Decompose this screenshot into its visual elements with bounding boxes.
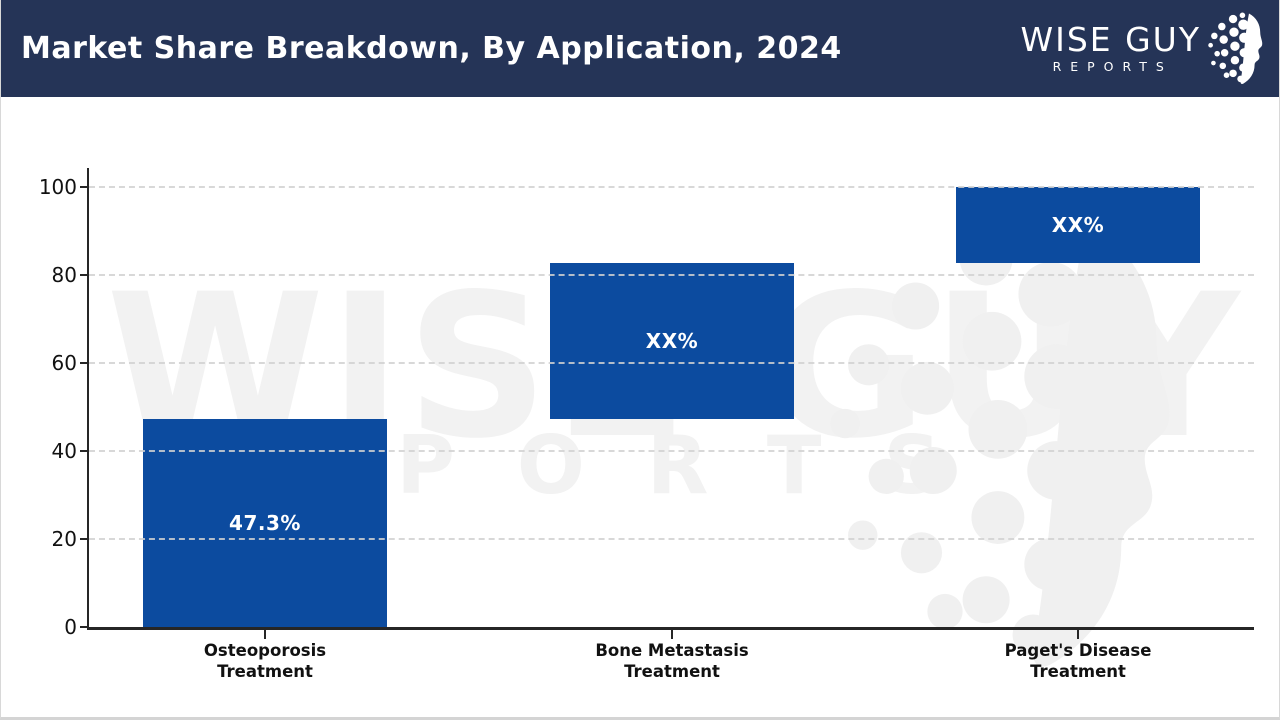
y-axis-tick-label: 100: [38, 175, 77, 199]
category-label: Osteoporosis Treatment: [203, 641, 327, 681]
bar-value-label: XX%: [1051, 213, 1105, 238]
gridline: [89, 538, 1254, 540]
x-axis-tick: [263, 629, 267, 639]
x-axis-line: [86, 627, 1254, 630]
category-label: Bone Metastasis Treatment: [595, 641, 749, 681]
y-axis-tick-label: 0: [64, 615, 77, 639]
y-axis-tick: [80, 185, 89, 189]
page-title: Market Share Breakdown, By Application, …: [21, 31, 842, 66]
y-axis-tick: [80, 361, 89, 365]
bar-segment: 47.3%: [143, 418, 387, 627]
gridline: [89, 274, 1254, 276]
gridline: [89, 362, 1254, 364]
bar-segment: XX%: [550, 263, 794, 419]
wiseguy-logo: WISE GUY REPORTS: [1020, 10, 1263, 88]
y-axis-tick-label: 60: [51, 351, 77, 375]
x-axis-tick: [1076, 629, 1080, 639]
y-axis-tick-label: 80: [51, 263, 77, 287]
gridline: [89, 450, 1254, 452]
bar-value-label: 47.3%: [229, 510, 301, 535]
y-axis-tick: [80, 625, 89, 629]
logo-subtext: REPORTS: [1052, 58, 1173, 74]
y-axis-tick-label: 40: [51, 439, 77, 463]
y-axis-tick: [80, 449, 89, 453]
gridline: [89, 186, 1254, 188]
y-axis-line: [86, 168, 89, 630]
y-axis-tick: [80, 537, 89, 541]
category-label: Paget's Disease Treatment: [1004, 641, 1152, 681]
header: Market Share Breakdown, By Application, …: [1, 0, 1279, 97]
x-axis-tick: [670, 629, 674, 639]
y-axis-tick-label: 20: [51, 527, 77, 551]
bar-value-label: XX%: [645, 328, 699, 353]
watermark-head-icon: [830, 217, 1170, 667]
bar-segment: XX%: [956, 187, 1200, 264]
y-axis-tick: [80, 273, 89, 277]
logo-wordmark: WISE GUY: [1020, 20, 1201, 60]
logo-head-icon: [1208, 12, 1263, 84]
